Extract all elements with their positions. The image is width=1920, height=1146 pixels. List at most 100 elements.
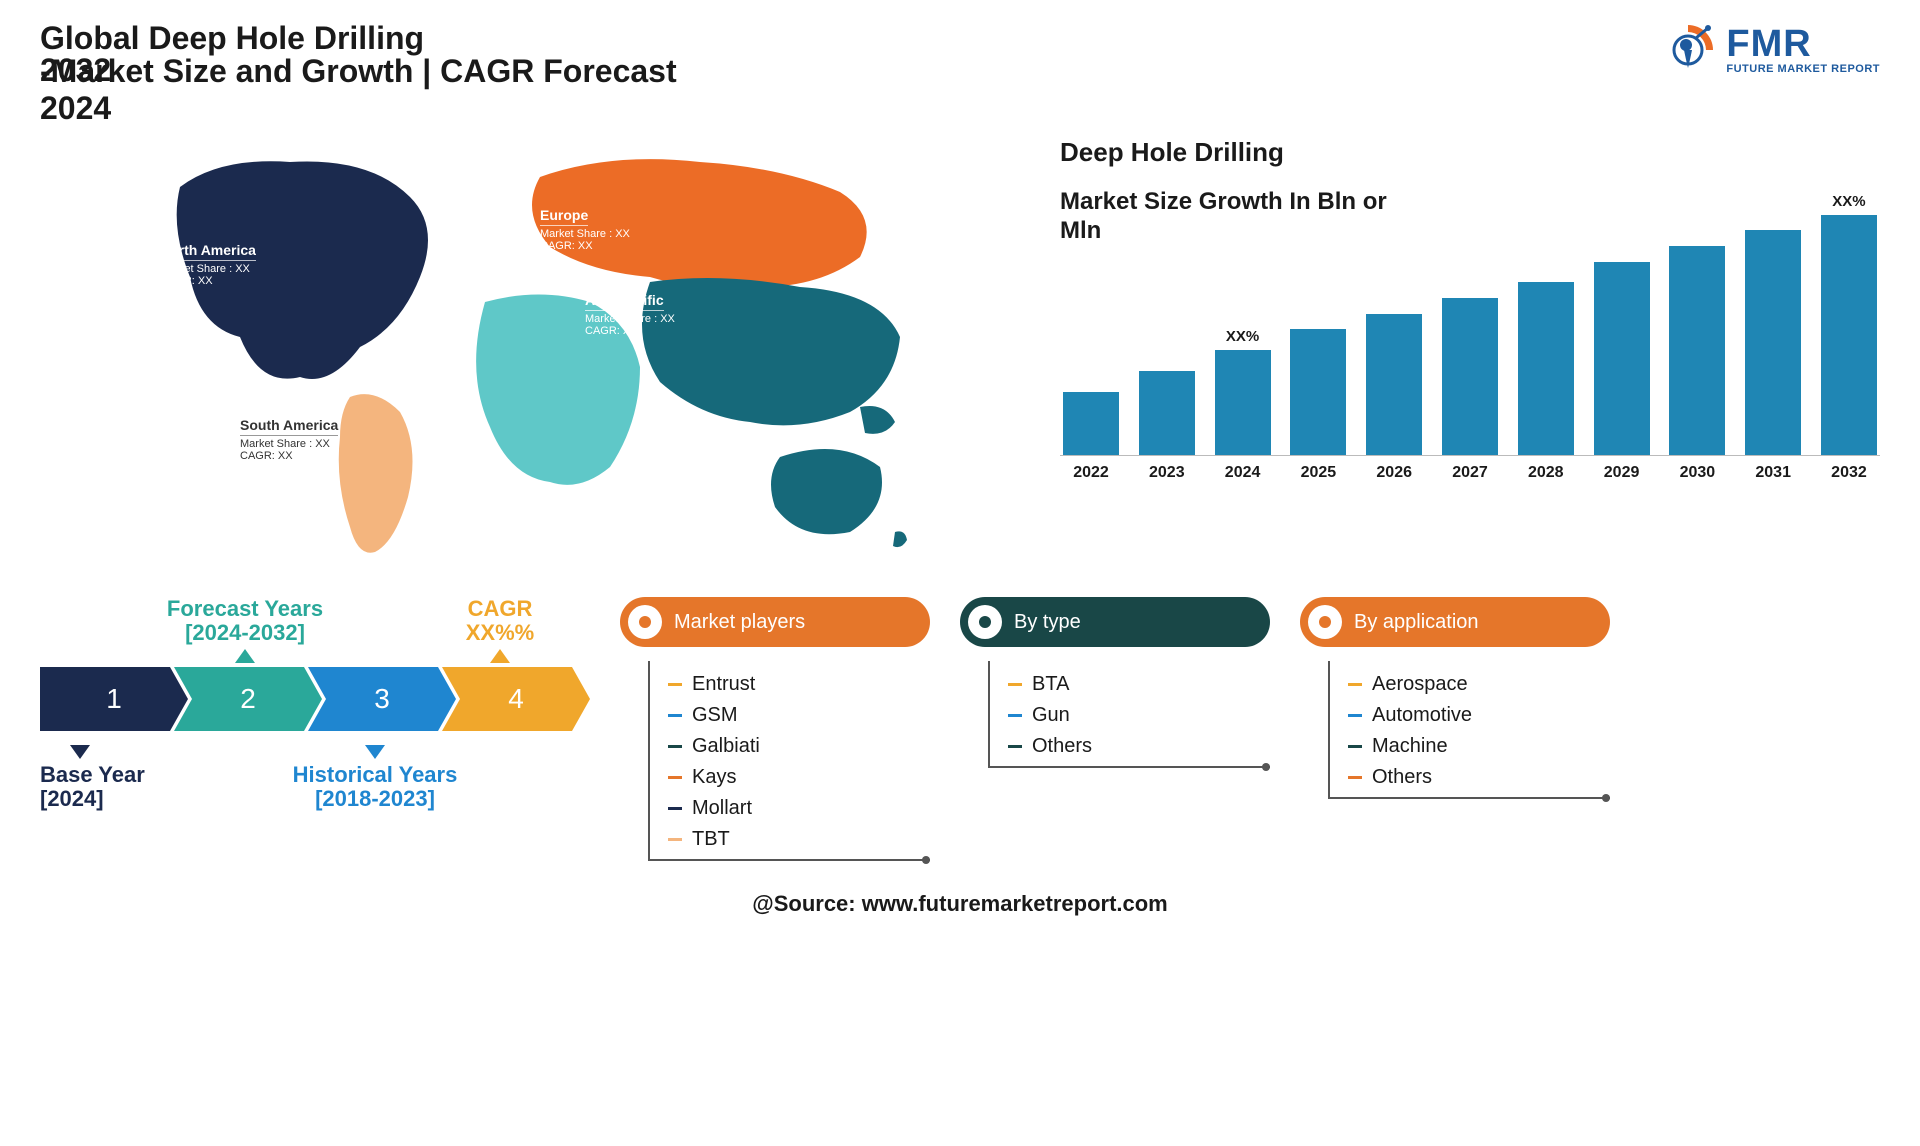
list-item: Automotive xyxy=(1348,700,1610,731)
list-item: Kays xyxy=(668,762,930,793)
tl-label-base: Base Year [2024] xyxy=(40,737,170,811)
tick-icon xyxy=(1348,714,1362,717)
bar-x-label: 2027 xyxy=(1439,464,1501,482)
timeline: Forecast Years [2024-2032] CAGR XX%% 123… xyxy=(40,597,590,731)
pill-dot-icon xyxy=(628,605,662,639)
tick-icon xyxy=(1348,776,1362,779)
bar-2023 xyxy=(1136,371,1198,454)
bar-x-label: 2031 xyxy=(1742,464,1804,482)
label-mea: MEA Market Share : XX CAGR: XX xyxy=(385,347,475,392)
pill-header-app: By application xyxy=(1300,597,1610,647)
title-overlap: 2032 xyxy=(40,52,111,89)
logo-fmr-text: FMR xyxy=(1726,25,1880,63)
bar-rect xyxy=(1139,371,1195,454)
pill-dot-icon xyxy=(1308,605,1342,639)
bar-2031 xyxy=(1742,230,1804,454)
bar-x-label: 2028 xyxy=(1515,464,1577,482)
pill-by-type: By type BTAGunOthers xyxy=(960,597,1270,768)
list-item-label: Mollart xyxy=(692,797,752,820)
list-item-label: Galbiati xyxy=(692,735,760,758)
fmr-logo-icon xyxy=(1658,20,1718,80)
list-item-label: GSM xyxy=(692,704,738,727)
tick-icon xyxy=(668,714,682,717)
bar-2032: XX% xyxy=(1818,215,1880,455)
bar-x-label: 2032 xyxy=(1818,464,1880,482)
pill-by-application: By application Aerospace Automotive Machin… xyxy=(1300,597,1610,799)
bar-x-label: 2023 xyxy=(1136,464,1198,482)
bar-rect xyxy=(1366,314,1422,455)
map-svg xyxy=(40,137,1020,567)
tick-icon xyxy=(668,745,682,748)
list-item: Mollart xyxy=(668,793,930,824)
logo-sub-text: FUTURE MARKET REPORT xyxy=(1726,63,1880,75)
title-line-1: Global Deep Hole Drilling xyxy=(40,20,740,57)
list-item-label: Machine xyxy=(1372,735,1448,758)
bar-2025 xyxy=(1287,329,1349,454)
tick-icon xyxy=(1348,745,1362,748)
bar-rect xyxy=(1518,282,1574,454)
pill-market-players: Market players Entrust GSM Galbiati Kays Mol… xyxy=(620,597,930,861)
list-item-label: Aerospace xyxy=(1372,673,1468,696)
bar-rect xyxy=(1745,230,1801,454)
bar-2024: XX% xyxy=(1212,350,1274,454)
list-item-label: Others xyxy=(1032,735,1092,758)
tick-icon xyxy=(668,683,682,686)
tick-icon xyxy=(1008,714,1022,717)
header-row: Global Deep Hole Drilling 2032 -Market S… xyxy=(40,20,1880,127)
bar-x-label: 2022 xyxy=(1060,464,1122,482)
list-item: Others xyxy=(1008,731,1270,762)
title-line-2: -Market Size and Growth | CAGR Forecast … xyxy=(40,53,740,127)
list-item-label: Kays xyxy=(692,766,736,789)
list-item-label: Automotive xyxy=(1372,704,1472,727)
tick-icon xyxy=(668,807,682,810)
list-item: Others xyxy=(1348,762,1610,793)
tl-label-historical: Historical Years [2018-2023] xyxy=(275,737,475,811)
bar-annotation: XX% xyxy=(1226,328,1259,345)
tick-icon xyxy=(1348,683,1362,686)
region-asia-pacific xyxy=(642,278,900,534)
bottom-row: Forecast Years [2024-2032] CAGR XX%% 123… xyxy=(40,597,1880,861)
fmr-logo: FMR FUTURE MARKET REPORT xyxy=(1658,20,1880,80)
list-item-label: BTA xyxy=(1032,673,1069,696)
pill-header-type: By type xyxy=(960,597,1270,647)
title-block: Global Deep Hole Drilling 2032 -Market S… xyxy=(40,20,740,127)
bar-axis-labels: 2022202320242025202620272028202920302031… xyxy=(1060,456,1880,482)
timeline-bar: 1234 xyxy=(40,667,590,731)
list-item-label: Entrust xyxy=(692,673,755,696)
label-asia-pacific: Asia Pacific Market Share : XX CAGR: XX xyxy=(585,292,675,337)
pill-list-type: BTAGunOthers xyxy=(988,661,1270,768)
bar-rect xyxy=(1442,298,1498,455)
bar-chart-section: Deep Hole Drilling Market Size Growth In… xyxy=(1060,137,1880,567)
bar-2022 xyxy=(1060,392,1122,455)
pill-dot-icon xyxy=(968,605,1002,639)
list-item-label: Others xyxy=(1372,766,1432,789)
bar-2026 xyxy=(1363,314,1425,455)
list-item: Machine xyxy=(1348,731,1610,762)
bar-rect xyxy=(1215,350,1271,454)
bar-2028 xyxy=(1515,282,1577,454)
list-item: Galbiati xyxy=(668,731,930,762)
pill-list-players: Entrust GSM Galbiati Kays Mollart TBT xyxy=(648,661,930,861)
bar-2029 xyxy=(1591,262,1653,455)
timeline-seg-1: 1 xyxy=(40,667,188,731)
source-footer: @Source: www.futuremarketreport.com xyxy=(40,891,1880,917)
tl-label-forecast: Forecast Years [2024-2032] xyxy=(165,597,325,667)
bar-rect xyxy=(1821,215,1877,455)
list-item: BTA xyxy=(1008,669,1270,700)
region-south-america xyxy=(339,394,413,553)
tick-icon xyxy=(1008,745,1022,748)
bar-x-label: 2025 xyxy=(1287,464,1349,482)
list-item: TBT xyxy=(668,824,930,855)
bar-2027 xyxy=(1439,298,1501,455)
label-south-america: South America Market Share : XX CAGR: XX xyxy=(240,417,338,462)
bar-rect xyxy=(1594,262,1650,455)
world-map: North America Market Share : XX CAGR: XX… xyxy=(40,137,1020,567)
list-item-label: TBT xyxy=(692,828,730,851)
label-north-america: North America Market Share : XX CAGR: XX xyxy=(160,242,256,287)
bar-x-label: 2029 xyxy=(1591,464,1653,482)
label-europe: Europe Market Share : XX CAGR: XX xyxy=(540,207,630,252)
region-nz xyxy=(893,531,907,547)
tick-icon xyxy=(668,838,682,841)
pill-header-players: Market players xyxy=(620,597,930,647)
bar-x-label: 2026 xyxy=(1363,464,1425,482)
